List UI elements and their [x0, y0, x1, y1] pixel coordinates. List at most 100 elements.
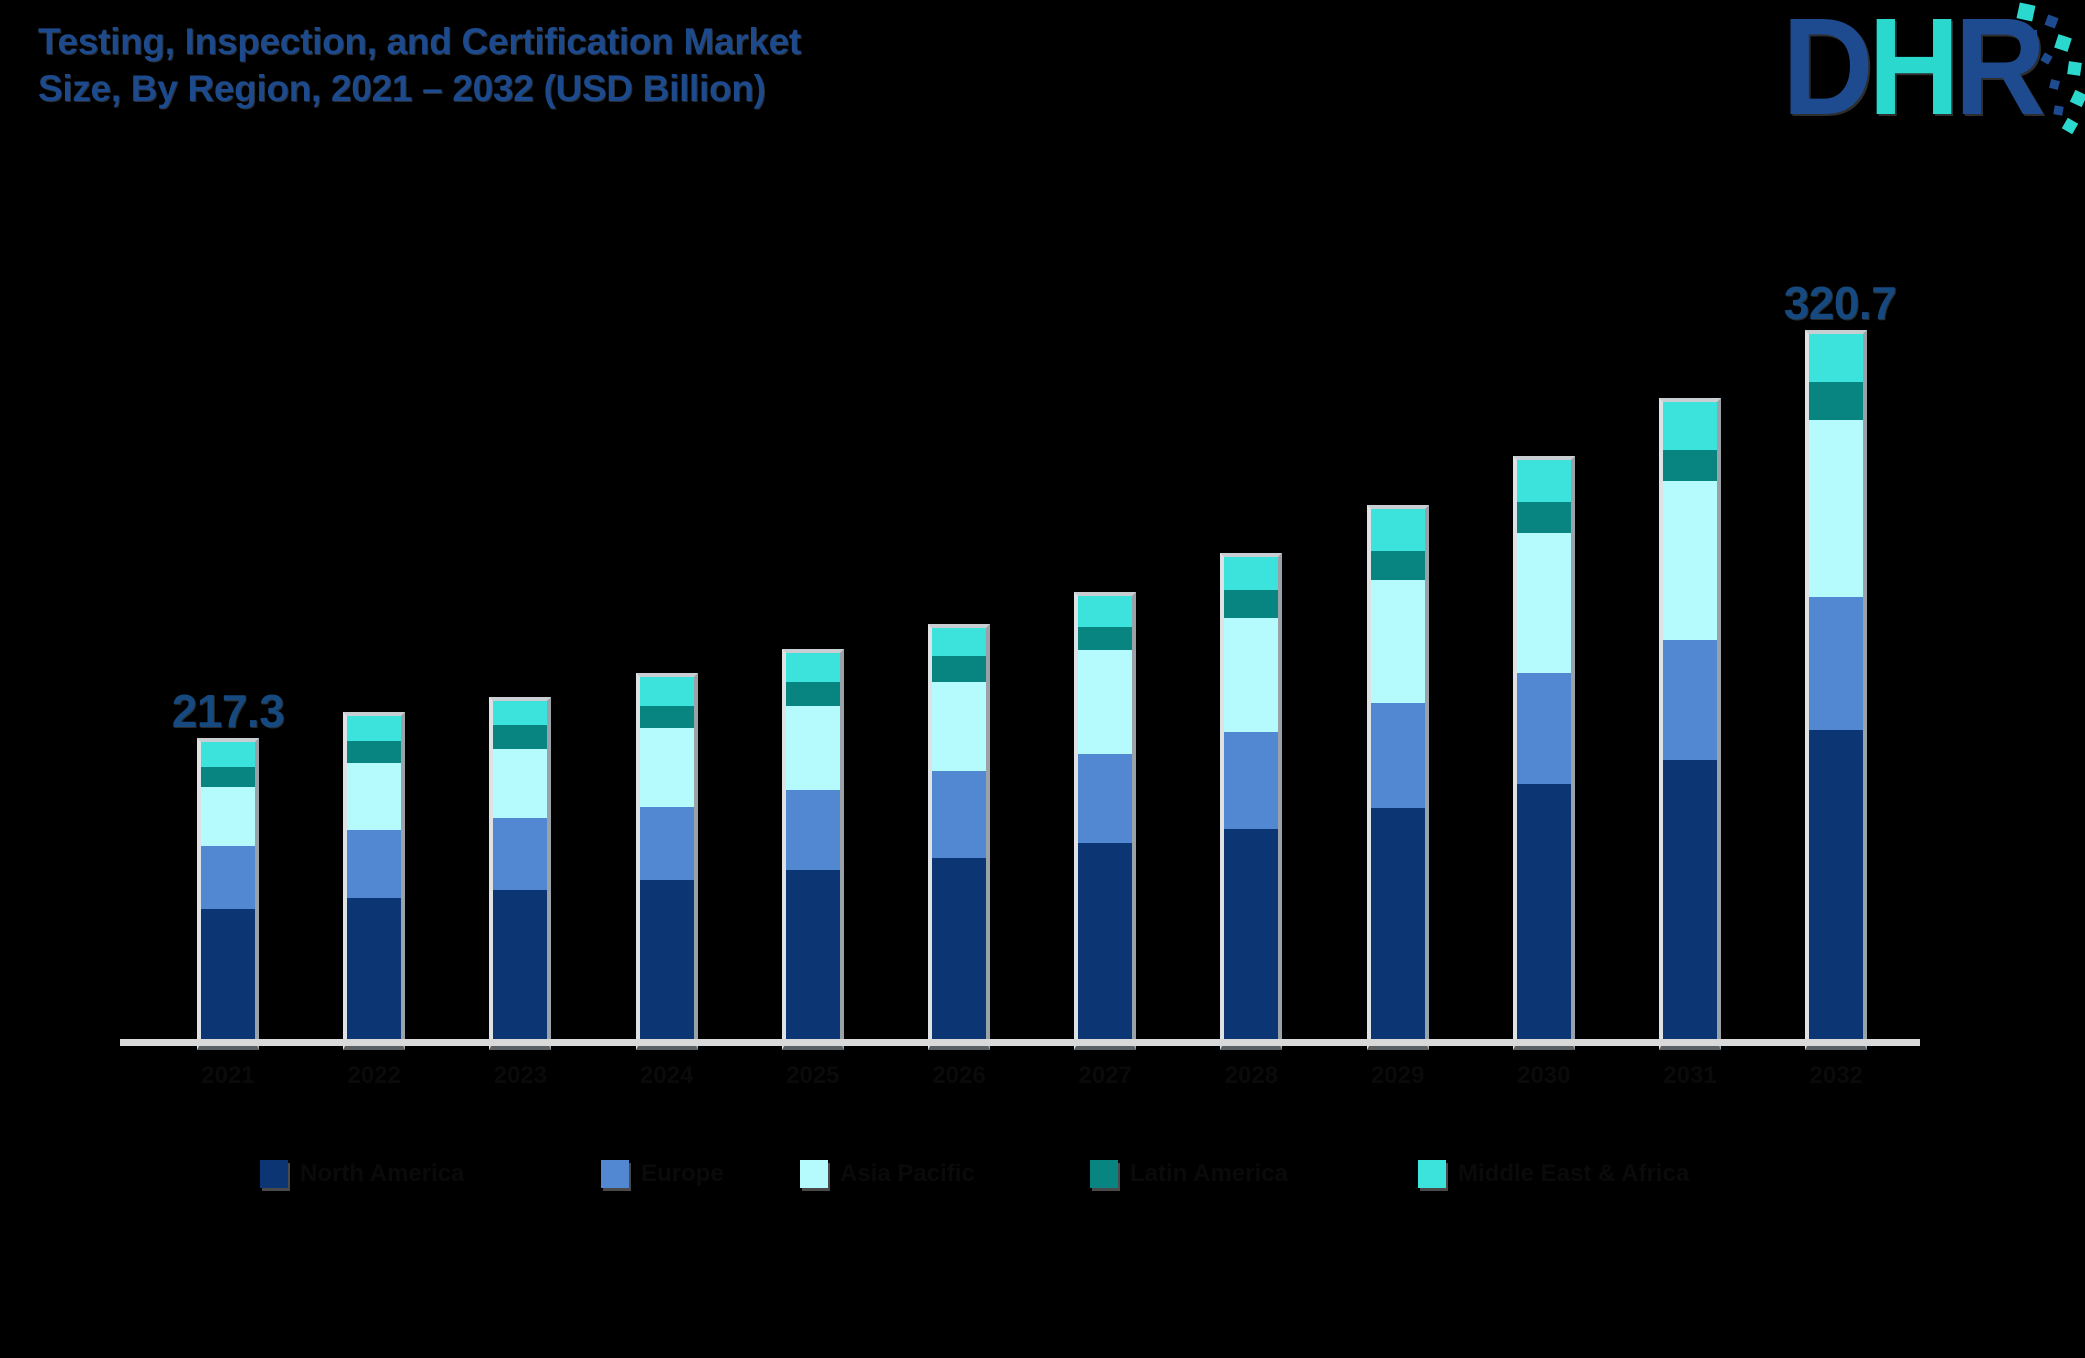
x-axis-baseline	[120, 1039, 1920, 1046]
legend-label: Asia Pacific	[840, 1160, 975, 1187]
bar-segment-middle-east-africa	[1370, 509, 1425, 551]
bar-segment-latin-america	[785, 682, 840, 706]
legend-swatch	[800, 1160, 828, 1188]
bar-segment-asia-pacific	[201, 787, 255, 846]
chart-title: Testing, Inspection, and Certification M…	[38, 18, 938, 113]
x-tick-label-2021: 2021	[201, 1062, 255, 1089]
bar-segment-asia-pacific	[1078, 650, 1133, 754]
x-tick-label-2030: 2030	[1517, 1062, 1571, 1089]
bar-segment-middle-east-africa	[1516, 460, 1571, 502]
bar-segment-asia-pacific	[1516, 533, 1571, 673]
data-label-2021: 217.3	[171, 685, 285, 737]
legend-item-north-america: North America	[260, 1160, 464, 1188]
logo-sparkle-square	[2053, 105, 2064, 116]
bar-segment-asia-pacific	[347, 763, 402, 830]
logo-letter-r: R	[1954, 0, 2046, 144]
legend-item-middle-east-africa: Middle East & Africa	[1418, 1160, 1689, 1188]
bar-segment-latin-america	[201, 767, 255, 787]
x-tick-label-2027: 2027	[1078, 1062, 1132, 1089]
data-label-2032: 320.7	[1783, 277, 1897, 329]
bar-segment-europe	[932, 771, 986, 858]
x-tick-label-2029: 2029	[1370, 1062, 1425, 1089]
bar-2028	[1220, 553, 1283, 1050]
bar-segment-europe	[1078, 754, 1133, 843]
legend-item-europe: Europe	[601, 1160, 724, 1188]
logo-sparkle-square	[2016, 2, 2036, 22]
bar-segment-middle-east-africa	[201, 742, 255, 767]
x-tick-label-2032: 2032	[1809, 1062, 1863, 1089]
x-tick-label-2023: 2023	[493, 1062, 548, 1089]
legend-swatch	[601, 1160, 629, 1188]
bar-segment-north-america	[201, 909, 255, 1042]
bar-2022	[343, 712, 406, 1050]
bar-segment-asia-pacific	[932, 682, 986, 771]
x-tick-label-2024: 2024	[639, 1062, 694, 1089]
chart-title-line2: Size, By Region, 2021 – 2032 (USD Billio…	[38, 68, 766, 110]
bar-segment-middle-east-africa	[493, 701, 548, 725]
bar-segment-latin-america	[493, 725, 548, 749]
bar-segment-middle-east-africa	[639, 677, 694, 706]
bar-segment-middle-east-africa	[1078, 596, 1133, 627]
logo-letter-h: H	[1868, 0, 1960, 144]
bar-2031	[1659, 398, 1721, 1050]
logo-sparkle-square	[2061, 117, 2079, 135]
x-tick-label-2028: 2028	[1224, 1062, 1279, 1089]
bar-segment-north-america	[1370, 808, 1425, 1042]
bar-segment-north-america	[932, 858, 986, 1042]
bar-segment-europe	[1370, 703, 1425, 808]
bar-segment-europe	[785, 790, 840, 870]
logo-sparkle-square	[2028, 30, 2037, 39]
bar-segment-latin-america	[1663, 450, 1717, 481]
x-tick-label-2026: 2026	[932, 1062, 986, 1089]
dhr-logo-letters: DHR	[1782, 0, 2061, 136]
bar-segment-europe	[1663, 640, 1717, 760]
bar-2026	[928, 624, 990, 1050]
bar-2027	[1074, 592, 1137, 1050]
bar-segment-latin-america	[1224, 590, 1279, 618]
bar-segment-latin-america	[1078, 627, 1133, 650]
bar-segment-asia-pacific	[1370, 580, 1425, 703]
legend-swatch	[260, 1160, 288, 1188]
bar-segment-middle-east-africa	[1224, 557, 1279, 590]
bar-2023	[489, 697, 552, 1050]
bar-segment-latin-america	[1809, 382, 1864, 420]
bar-segment-europe	[1516, 673, 1571, 784]
bar-segment-middle-east-africa	[1809, 334, 1864, 382]
logo-letter-d: D	[1782, 0, 1874, 144]
logo-sparkle-square	[2069, 89, 2085, 108]
bar-segment-asia-pacific	[1224, 618, 1279, 732]
bar-segment-north-america	[639, 880, 694, 1042]
bar-2030	[1512, 456, 1575, 1050]
bar-segment-europe	[639, 807, 694, 880]
bar-segment-latin-america	[932, 656, 986, 682]
bar-segment-north-america	[347, 898, 402, 1042]
bar-segment-north-america	[1078, 843, 1133, 1042]
bar-segment-latin-america	[639, 706, 694, 728]
bar-segment-middle-east-africa	[347, 716, 402, 741]
bar-segment-north-america	[1224, 829, 1279, 1042]
bar-segment-north-america	[1516, 784, 1571, 1042]
legend-item-asia-pacific: Asia Pacific	[800, 1160, 975, 1188]
bar-segment-europe	[1224, 732, 1279, 829]
bar-segment-north-america	[785, 870, 840, 1042]
bar-segment-latin-america	[1370, 551, 1425, 580]
bar-segment-north-america	[1663, 760, 1717, 1042]
bar-segment-asia-pacific	[785, 706, 840, 790]
legend-swatch	[1418, 1160, 1446, 1188]
x-tick-label-2031: 2031	[1663, 1062, 1717, 1089]
bar-2032	[1805, 330, 1868, 1050]
bar-segment-europe	[201, 846, 255, 909]
bar-segment-latin-america	[1516, 502, 1571, 533]
x-tick-label-2022: 2022	[347, 1062, 401, 1089]
logo-sparkle-square	[2067, 61, 2082, 76]
dhr-logo: DHR	[1782, 0, 2085, 142]
bar-segment-asia-pacific	[493, 749, 548, 818]
x-tick-label-2025: 2025	[786, 1062, 840, 1089]
legend-label: Latin America	[1130, 1160, 1288, 1187]
bar-segment-europe	[493, 818, 548, 890]
bar-segment-latin-america	[347, 741, 402, 763]
legend-label: North America	[300, 1160, 465, 1187]
bar-2021	[197, 738, 259, 1050]
legend-label: Europe	[641, 1160, 724, 1187]
